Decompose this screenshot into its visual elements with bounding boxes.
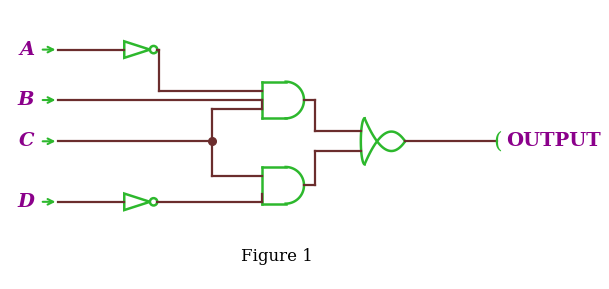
Text: (: ( xyxy=(493,130,502,152)
Text: Figure 1: Figure 1 xyxy=(241,248,312,265)
Text: OUTPUT: OUTPUT xyxy=(505,132,600,150)
Text: B: B xyxy=(18,91,34,109)
Text: D: D xyxy=(18,193,34,211)
Text: A: A xyxy=(19,40,34,59)
Text: C: C xyxy=(19,132,34,150)
